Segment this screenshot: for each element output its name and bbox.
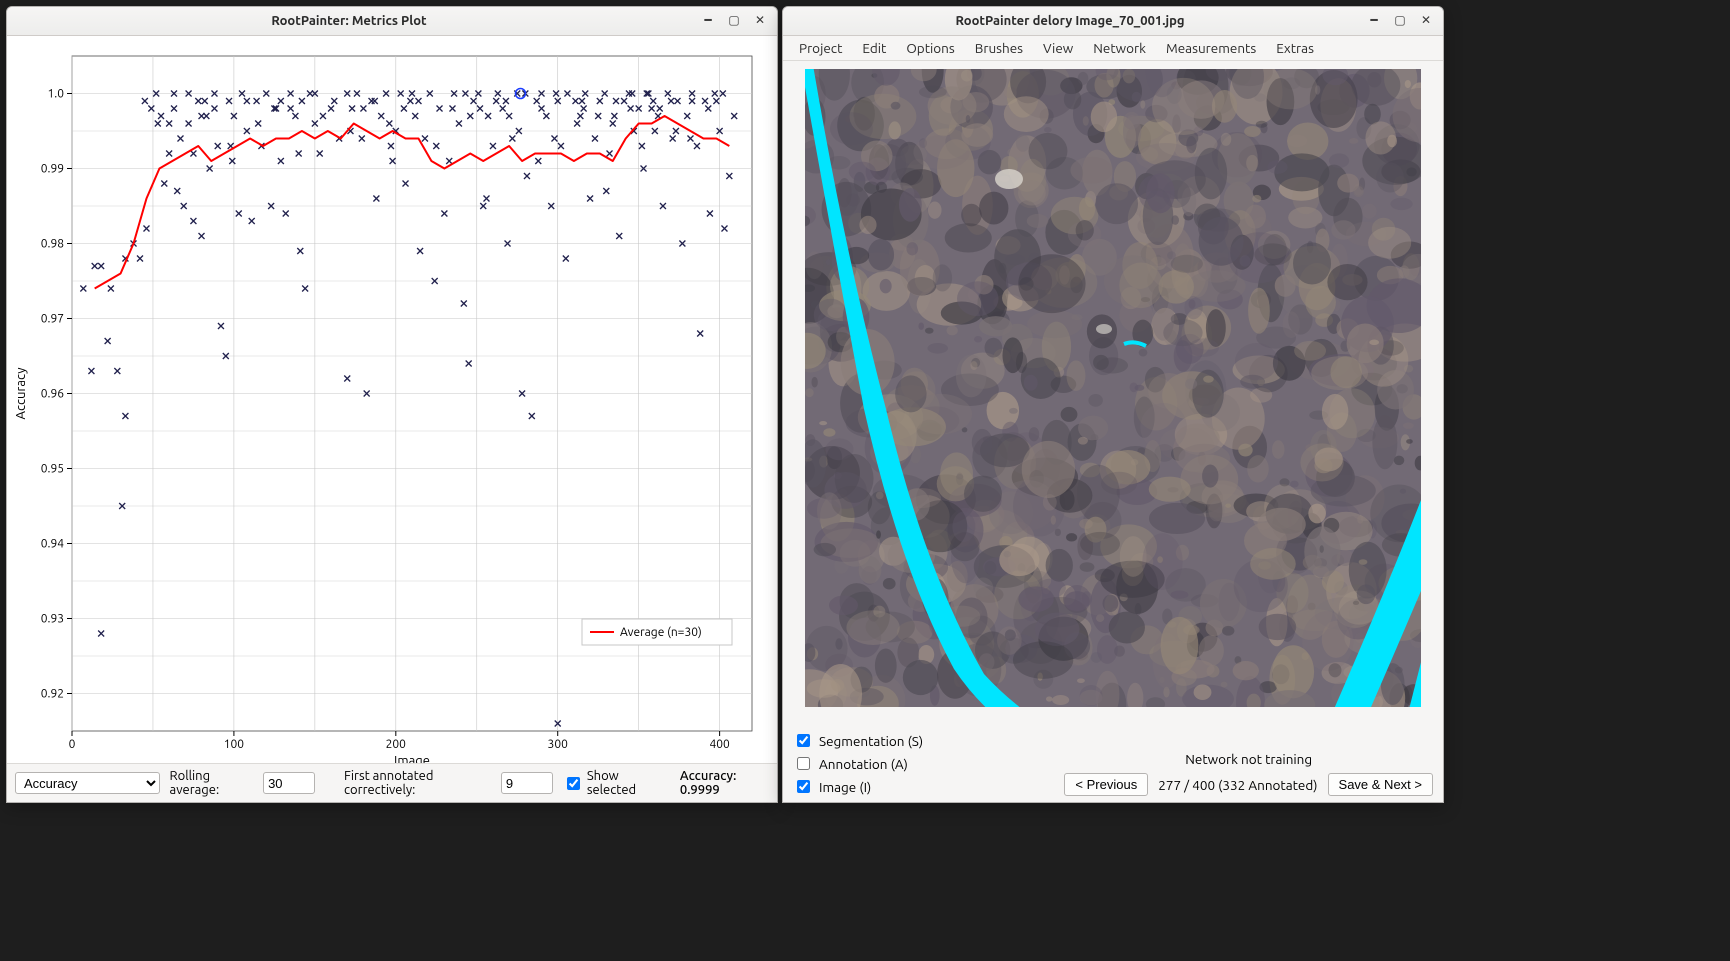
segmentation-toggle[interactable]: Segmentation (S)	[793, 731, 923, 750]
layer-toggles: Segmentation (S) Annotation (A) Image (I…	[793, 731, 923, 796]
show-selected-checkbox[interactable]: Show selected	[563, 769, 660, 797]
menu-options[interactable]: Options	[896, 38, 964, 58]
svg-text:0.98: 0.98	[41, 238, 64, 251]
svg-text:0.99: 0.99	[41, 163, 64, 176]
menu-project[interactable]: Project	[789, 38, 852, 58]
svg-text:0.92: 0.92	[41, 688, 64, 701]
svg-text:300: 300	[548, 738, 569, 751]
svg-text:Accuracy: Accuracy	[14, 368, 28, 420]
menu-brushes[interactable]: Brushes	[965, 38, 1033, 58]
svg-text:0.96: 0.96	[41, 388, 64, 401]
svg-text:0.95: 0.95	[41, 463, 64, 476]
menubar: ProjectEditOptionsBrushesViewNetworkMeas…	[783, 36, 1443, 61]
image-canvas[interactable]	[805, 69, 1421, 707]
accuracy-chart: 0 100 200 300 400 0.92 0.93 0.94 0.95 0.96 0.97 0.9…	[7, 36, 777, 763]
nav-area: Network not training < Previous 277 / 40…	[1064, 751, 1433, 796]
rolling-avg-label: Rolling average:	[170, 769, 254, 797]
maximize-icon[interactable]: ▢	[727, 14, 741, 28]
svg-text:200: 200	[386, 738, 407, 751]
metric-select[interactable]: Accuracy	[15, 772, 160, 794]
image-counter: 277 / 400 (332 Annotated)	[1152, 777, 1323, 793]
maximize-icon[interactable]: ▢	[1393, 14, 1407, 28]
svg-text:1.0: 1.0	[48, 88, 65, 101]
window-title: RootPainter delory Image_70_001.jpg	[783, 14, 1357, 28]
svg-text:400: 400	[709, 738, 730, 751]
bottom-toolbar: Accuracy Rolling average: First annotate…	[7, 763, 777, 802]
menu-network[interactable]: Network	[1083, 38, 1156, 58]
svg-text:0.93: 0.93	[41, 613, 64, 626]
plot-content: 0 100 200 300 400 0.92 0.93 0.94 0.95 0.96 0.97 0.9…	[7, 36, 777, 763]
svg-text:0.94: 0.94	[41, 538, 64, 551]
accuracy-readout: Accuracy: 0.9999	[680, 769, 769, 797]
first-annotated-label: First annotated correctively:	[344, 769, 491, 797]
network-status: Network not training	[1185, 751, 1312, 767]
window-title: RootPainter: Metrics Plot	[7, 14, 691, 28]
rootpainter-main-window: RootPainter delory Image_70_001.jpg ━ ▢ …	[782, 6, 1444, 803]
main-content: Segmentation (S) Annotation (A) Image (I…	[783, 61, 1443, 802]
annotation-toggle[interactable]: Annotation (A)	[793, 754, 923, 773]
titlebar[interactable]: RootPainter: Metrics Plot ━ ▢ ✕	[7, 7, 777, 36]
menu-view[interactable]: View	[1033, 38, 1083, 58]
first-annotated-input[interactable]	[501, 772, 553, 794]
minimize-icon[interactable]: ━	[701, 14, 715, 28]
previous-button[interactable]: < Previous	[1064, 773, 1148, 796]
image-toggle[interactable]: Image (I)	[793, 777, 923, 796]
close-icon[interactable]: ✕	[753, 14, 767, 28]
minimize-icon[interactable]: ━	[1367, 14, 1381, 28]
titlebar[interactable]: RootPainter delory Image_70_001.jpg ━ ▢ …	[783, 7, 1443, 36]
rolling-avg-input[interactable]	[263, 772, 315, 794]
svg-text:100: 100	[224, 738, 245, 751]
metrics-plot-window: RootPainter: Metrics Plot ━ ▢ ✕ 0 100 200 3…	[6, 6, 778, 803]
close-icon[interactable]: ✕	[1419, 14, 1433, 28]
svg-text:0: 0	[69, 738, 76, 751]
svg-text:Average (n=30): Average (n=30)	[620, 626, 702, 639]
menu-measurements[interactable]: Measurements	[1156, 38, 1266, 58]
menu-edit[interactable]: Edit	[852, 38, 896, 58]
svg-text:0.97: 0.97	[41, 313, 64, 326]
menu-extras[interactable]: Extras	[1266, 38, 1324, 58]
save-next-button[interactable]: Save & Next >	[1328, 773, 1433, 796]
svg-text:Image: Image	[394, 754, 430, 763]
